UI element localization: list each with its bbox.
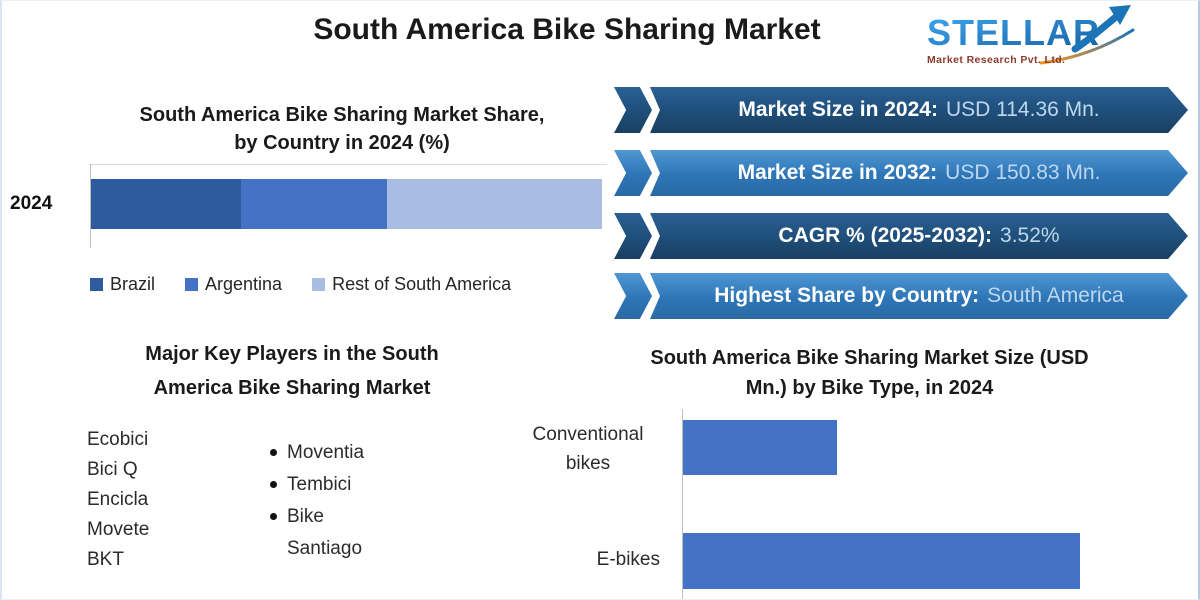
logo-underline-swoosh-icon [1039,28,1135,65]
key-player-item: Moventia [287,442,365,463]
legend-swatch-brazil [90,278,103,291]
bar-conventional-bikes [683,420,837,475]
stat-value: 3.52% [1000,224,1060,247]
country-share-plot-topline [90,164,607,165]
key-player-bullet-item: Tembici [270,469,375,501]
stat-label: Highest Share by Country: [714,284,980,307]
stat-banner-highest-share: Highest Share by Country: South America [614,273,1188,319]
key-players-title: Major Key Players in the South America B… [72,337,512,405]
bar-e-bikes [683,533,1080,589]
stat-banner-market-size-2024: Market Size in 2024: USD 114.36 Mn. [614,87,1188,133]
key-players-title-line1: Major Key Players in the South [145,343,439,365]
bullet-dot-icon [270,513,277,520]
key-player-item: Bici Q [87,459,138,480]
key-players-title-line2: America Bike Sharing Market [153,377,431,399]
legend-label-brazil: Brazil [110,274,156,294]
key-player-item: Encicla [87,489,149,510]
country-share-chart-title-line2: by Country in 2024 (%) [234,132,450,154]
key-player-item: Movete [87,519,150,540]
key-players-plain-list: Ecobici Bici Q Encicla Movete BKT [87,425,149,575]
country-share-legend: Brazil Argentina Rest of South America [90,274,511,295]
bullet-dot-icon [270,481,277,488]
stat-value: USD 114.36 Mn. [945,98,1100,121]
legend-label-rest-of-south-america: Rest of South America [332,274,512,294]
bike-type-y-axis [682,409,683,599]
stellar-logo: STELLAR Market Research Pvt. Ltd. [925,3,1155,73]
country-share-chart-title-line1: South America Bike Sharing Market Share, [139,104,545,126]
bike-type-category-label-ebikes: E-bikes [596,549,660,570]
stat-value: USD 150.83 Mn. [945,161,1101,184]
bike-type-chart-title-line2: Mn.) by Bike Type, in 2024 [745,377,994,399]
bike-type-category-label-conventional: Conventional bikes [532,424,644,474]
bike-type-chart-title-line1: South America Bike Sharing Market Size (… [650,347,1089,369]
bar-segment-brazil [91,179,242,229]
stat-label: Market Size in 2032: [737,161,938,184]
country-share-y-axis [90,164,91,248]
key-player-bullet-item: Moventia [270,437,375,469]
stat-banner-market-size-2032: Market Size in 2032: USD 150.83 Mn. [614,150,1188,196]
page-title: South America Bike Sharing Market [313,13,821,46]
banner-chevron-tail-icon [614,273,652,319]
country-share-stacked-bar [91,179,602,229]
logo-brand-text: STELLAR [927,12,1100,53]
banner-body: Highest Share by Country: South America [650,273,1188,319]
stat-label: Market Size in 2024: [738,98,938,121]
stat-banner-cagr: CAGR % (2025-2032): 3.52% [614,213,1188,259]
key-player-item: Bike Santiago [287,506,363,559]
stellar-logo-graphic: STELLAR Market Research Pvt. Ltd. [927,5,1135,66]
key-player-item: Tembici [287,474,352,495]
bar-segment-rest-of-south-america [387,179,602,229]
legend-swatch-argentina [185,278,199,291]
logo-subtitle: Market Research Pvt. Ltd. [927,54,1065,66]
banner-body: CAGR % (2025-2032): 3.52% [650,213,1188,259]
key-player-bullet-item: Bike Santiago [270,501,375,565]
stat-label: CAGR % (2025-2032): [778,224,993,247]
legend-swatch-rest-of-south-america [312,278,326,291]
banner-body: Market Size in 2024: USD 114.36 Mn. [650,87,1188,133]
key-player-item: Ecobici [87,429,149,450]
country-share-chart-title: South America Bike Sharing Market Share,… [62,101,622,157]
logo-arrowhead-icon [1109,5,1131,25]
bike-type-chart-title: South America Bike Sharing Market Size (… [597,343,1142,403]
logo-arrow-icon [1071,12,1121,53]
key-players-bullet-list: Moventia Tembici Bike Santiago [270,437,375,565]
bullet-dot-icon [270,449,277,456]
banner-chevron-tail-icon [614,213,652,259]
banner-body: Market Size in 2032: USD 150.83 Mn. [650,150,1188,196]
legend-item-rest-of-south-america: Rest of South America [312,274,511,295]
stat-value: South America [987,284,1124,307]
key-player-item: BKT [87,549,124,570]
legend-label-argentina: Argentina [205,274,283,294]
legend-item-argentina: Argentina [185,274,282,295]
legend-item-brazil: Brazil [90,274,155,295]
country-share-category-label: 2024 [10,193,53,214]
bar-segment-argentina [241,179,388,229]
banner-chevron-tail-icon [614,150,652,196]
banner-chevron-tail-icon [614,87,652,133]
